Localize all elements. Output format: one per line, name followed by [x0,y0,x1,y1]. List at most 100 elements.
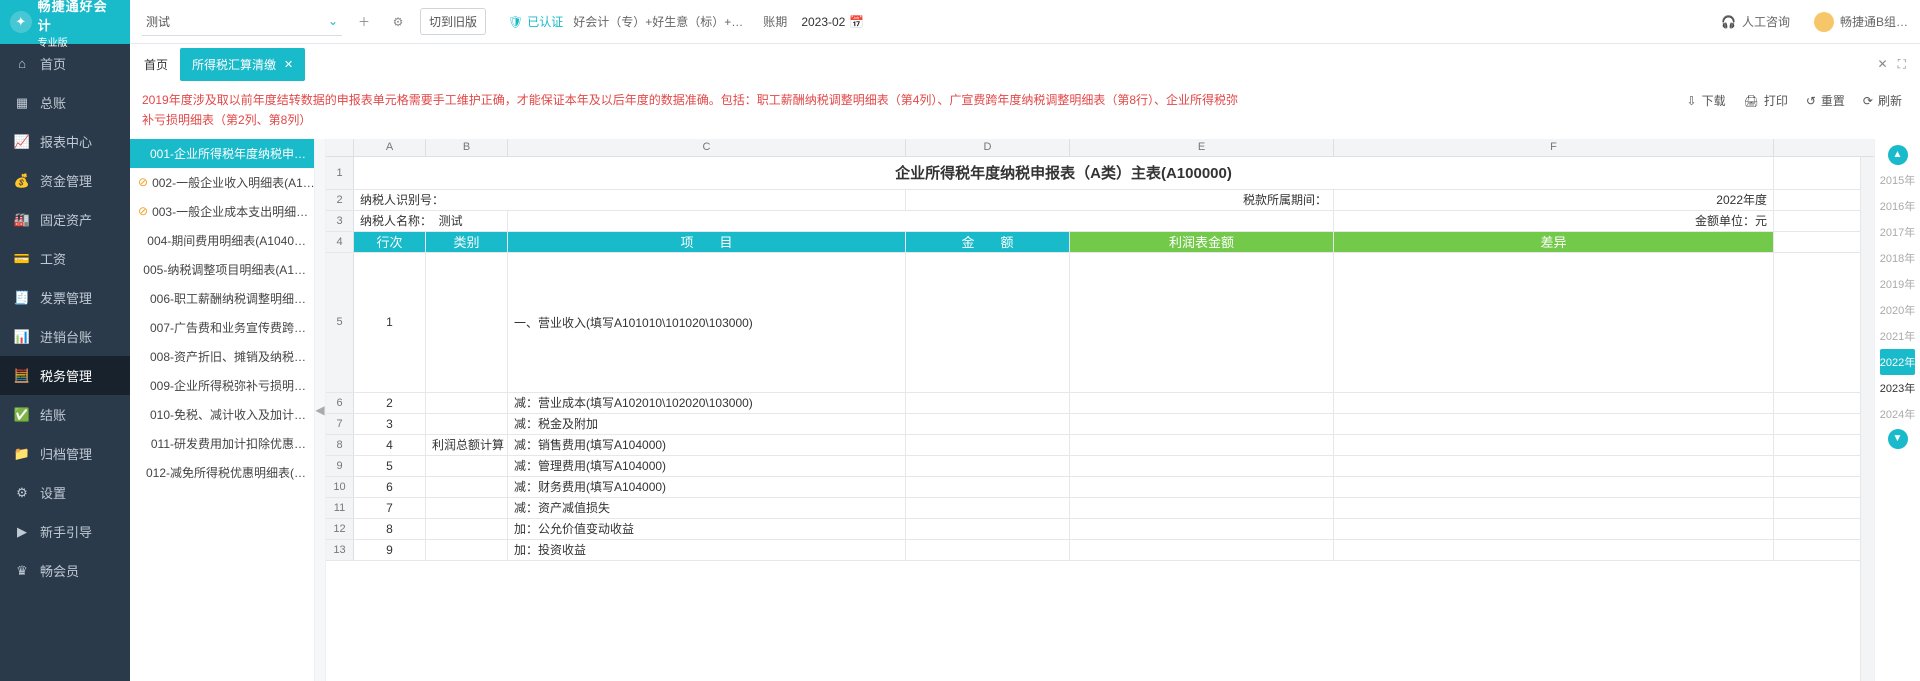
sidebar-item-home[interactable]: ⌂首页 [0,44,130,83]
row-header: 7 [326,414,354,434]
row-header: 4 [326,232,354,252]
form-item[interactable]: 005-纳税调整项目明细表(A1… [130,255,314,284]
home-icon: ⌂ [14,56,30,72]
year-item[interactable]: 2015年 [1880,167,1915,193]
sheet-title: 企业所得税年度纳税申报表（A类）主表(A100000) [354,157,1774,189]
sidebar-item-chart[interactable]: 📈 报表中心 [0,122,130,161]
sidebar-item-close[interactable]: ✅结账 [0,395,130,434]
form-item[interactable]: 008-资产折旧、摊销及纳税… [130,342,314,371]
notice-bar: 2019年度涉及取以前年度结转数据的申报表单元格需要手工维护正确，才能保证本年及… [130,84,1260,139]
sidebar-item-label: 畅会员 [40,561,79,580]
invoice-icon: 🧾 [14,290,30,306]
year-item[interactable]: 2017年 [1880,219,1915,245]
year-down-button[interactable]: ▼ [1888,429,1908,449]
sidebar-item-label: 固定资产 [40,210,92,229]
sidebar-item-ledger[interactable]: ▦总账 [0,83,130,122]
sidebar-item-label: 进销台账 [40,327,92,346]
tab-active[interactable]: 所得税汇算清缴 ✕ [180,48,305,81]
period-select[interactable]: 2023-02 📅 [801,15,864,29]
brand-name: 畅捷通好会计 [38,0,108,33]
user-menu[interactable]: 畅捷通B组… [1814,12,1908,32]
company-select[interactable]: 测试 ⌄ [142,8,342,36]
download-button[interactable]: ⇩下载 [1687,92,1726,109]
forms-list: 001-企业所得税年度纳税申…⊘002-一般企业收入明细表(A1…⊘003-一般… [130,139,314,681]
sidebar-item-salary[interactable]: 💳工资 [0,239,130,278]
row-header: 1 [326,157,354,189]
expand-icon[interactable]: ⛶ [1898,57,1906,72]
avatar-icon [1814,12,1834,32]
sidebar-item-invoice[interactable]: 🧾发票管理 [0,278,130,317]
year-item[interactable]: 2023年 [1880,375,1915,401]
form-item[interactable]: 007-广告费和业务宣传费跨… [130,313,314,342]
year-item[interactable]: 2016年 [1880,193,1915,219]
year-up-button[interactable]: ▲ [1888,145,1908,165]
sidebar-item-tax[interactable]: 🧮 税务管理 [0,356,130,395]
close-icon[interactable]: ✕ [284,58,293,71]
row-header: 13 [326,540,354,560]
refresh-icon: ⟳ [1863,94,1873,108]
chart-icon: 📈 [14,134,30,150]
sidebar-item-label: 报表中心 [40,132,92,151]
year-rail: ▲ 2015年2016年2017年2018年2019年2020年2021年202… [1874,139,1920,681]
year-item[interactable]: 2018年 [1880,245,1915,271]
brand-icon: ✦ [10,11,32,33]
headset-icon: 🎧 [1721,15,1736,29]
year-item[interactable]: 2024年 [1880,401,1915,427]
old-version-button[interactable]: 切到旧版 [420,8,486,35]
fund-icon: 💰 [14,173,30,189]
sidebar-item-asset[interactable]: 🏭固定资产 [0,200,130,239]
reset-button[interactable]: ↺重置 [1806,92,1845,109]
tabs-bar: 首页 所得税汇算清缴 ✕ ✕ ⛶ [130,44,1920,84]
row-header: 2 [326,190,354,210]
print-button[interactable]: 🖨打印 [1744,92,1788,109]
collapse-forms-button[interactable]: ◀ [314,139,326,681]
sidebar-item-archive[interactable]: 📁归档管理 [0,434,130,473]
sidebar-item-fund[interactable]: 💰资金管理 [0,161,130,200]
tab-close-all-icon[interactable]: ✕ [1878,57,1888,71]
row-header: 10 [326,477,354,497]
form-item[interactable]: ⊘003-一般企业成本支出明细… [130,197,314,226]
form-item[interactable]: 009-企业所得税弥补亏损明… [130,371,314,400]
add-company-button[interactable]: ＋ [352,10,376,34]
row-header: 8 [326,435,354,455]
form-item[interactable]: 001-企业所得税年度纳税申… [130,139,314,168]
archive-icon: 📁 [14,446,30,462]
form-item[interactable]: ⊘002-一般企业收入明细表(A1… [130,168,314,197]
sidebar-item-label: 结账 [40,405,66,424]
row-header: 3 [326,211,354,231]
packages-label: 好会计（专）+好生意（标）+… [573,13,743,30]
year-item[interactable]: 2022年 [1880,349,1915,375]
ledger-icon: ▦ [14,95,30,111]
scrollbar-vertical[interactable] [1860,157,1874,681]
settings-icon[interactable]: ⚙ [386,10,410,34]
main: 测试 ⌄ ＋ ⚙ 切到旧版 🛡 已认证 好会计（专）+好生意（标）+… 账期 2… [130,0,1920,681]
sidebar-item-guide[interactable]: ▶新手引导 [0,512,130,551]
sidebar-item-vip[interactable]: ♛畅会员 [0,551,130,590]
tax-icon: 🧮 [14,368,30,384]
refresh-button[interactable]: ⟳刷新 [1863,92,1902,109]
period-label: 账期 [763,13,787,30]
tab-home[interactable]: 首页 [144,56,168,73]
sidebar-item-setting[interactable]: ⚙设置 [0,473,130,512]
form-item[interactable]: 012-减免所得税优惠明细表(… [130,458,314,487]
form-item[interactable]: 011-研发费用加计扣除优惠… [130,429,314,458]
sidebar-item-pur[interactable]: 📊 进销台账 [0,317,130,356]
pur-icon: 📊 [14,329,30,345]
shield-check-icon: 🛡 [508,15,523,29]
warn-icon: ⊘ [138,175,148,189]
calendar-icon: 📅 [849,15,864,29]
year-item[interactable]: 2019年 [1880,271,1915,297]
form-item[interactable]: 004-期间费用明细表(A1040… [130,226,314,255]
company-name: 测试 [146,13,170,30]
support-link[interactable]: 🎧 人工咨询 [1721,13,1790,30]
year-item[interactable]: 2021年 [1880,323,1915,349]
sidebar-item-label: 税务管理 [40,366,92,385]
brand: ✦ 畅捷通好会计 专业版 [0,0,130,44]
year-item[interactable]: 2020年 [1880,297,1915,323]
form-item[interactable]: 006-职工薪酬纳税调整明细… [130,284,314,313]
form-item[interactable]: 010-免税、减计收入及加计… [130,400,314,429]
row-header: 5 [326,253,354,392]
sidebar-item-label: 新手引导 [40,522,92,541]
row-header: 9 [326,456,354,476]
notice-text: 2019年度涉及取以前年度结转数据的申报表单元格需要手工维护正确，才能保证本年及… [142,90,1248,131]
